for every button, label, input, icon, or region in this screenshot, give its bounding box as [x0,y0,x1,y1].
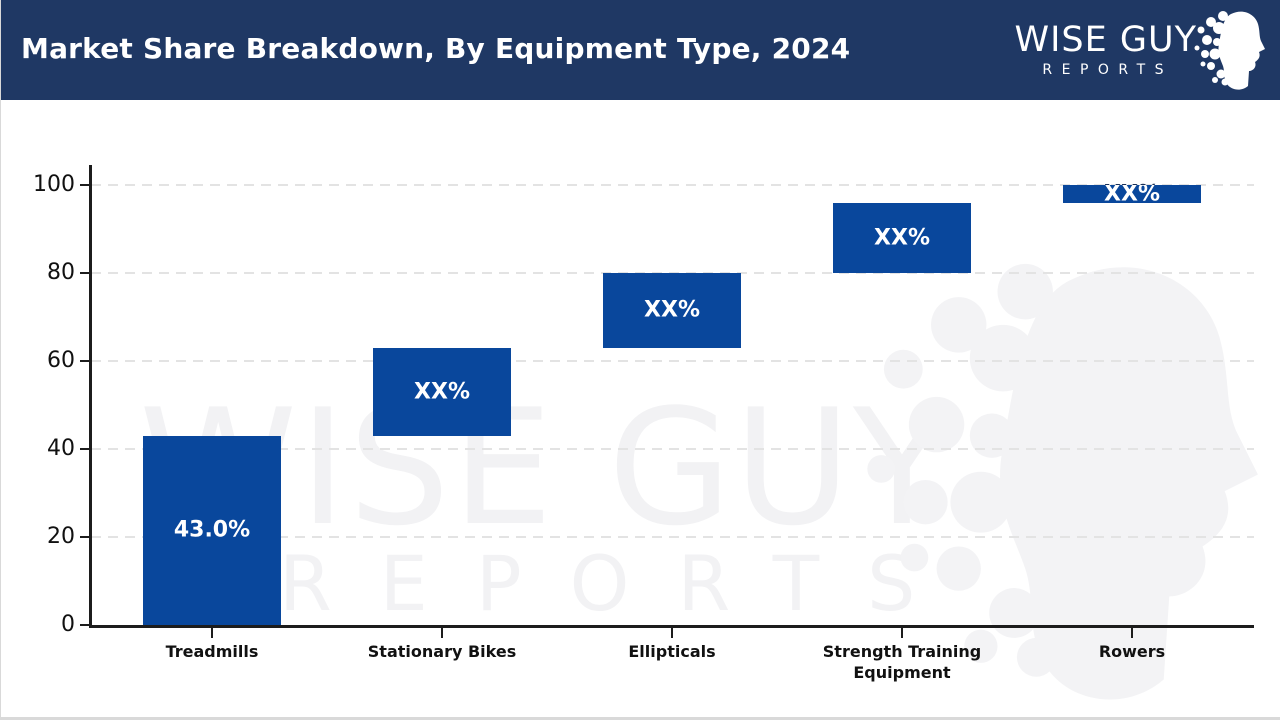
x-label-stationary-bikes: Stationary Bikes [367,642,517,661]
bar-label: XX% [874,225,930,251]
x-label-ellipticals: Ellipticals [628,642,716,661]
y-tick-40 [80,448,89,450]
y-tick-label-60: 60 [47,348,75,373]
wise-guy-reports-logo: WISE GUY REPORTS [1014,8,1267,92]
gridline-60 [91,360,1254,362]
watermark-head-icon [867,263,1258,700]
watermark-subtitle: REPORTS [279,539,964,628]
gridline-20 [91,536,1254,538]
bar-strength-training-equipment: XX% [833,202,971,273]
bar-label: XX% [644,297,700,323]
x-tick-strength-training-equipment [901,628,903,638]
x-tick-treadmills [211,628,213,638]
y-tick-label-100: 100 [33,172,75,197]
gridline-40 [91,448,1254,450]
y-axis-spine [89,165,92,628]
y-tick-80 [80,272,89,274]
y-tick-20 [80,536,89,538]
y-tick-60 [80,360,89,362]
bar-ellipticals: XX% [603,273,741,348]
y-tick-label-20: 20 [47,524,75,549]
x-label-rowers: Rowers [1098,642,1166,661]
y-tick-0 [80,624,89,626]
bar-label: 43.0% [173,517,251,543]
y-tick-label-0: 0 [61,612,75,637]
x-axis-spine [89,625,1254,628]
bar-fill: XX% [1063,185,1201,203]
logo-wordmark: WISE GUY [1014,20,1197,60]
bar-rowers: XX%XX% [1063,181,1201,206]
bar-label: XX% [414,379,470,405]
plot-area: 0 20 40 60 80 100 43.0% Treadmills XX% Stationary… [1,100,1280,717]
x-label-strength-training-equipment: Strength Training Equipment [822,642,982,682]
bar-treadmills: 43.0% [143,435,281,625]
bar-stationary-bikes: XX% [373,347,511,436]
bar-label-inside: XX% [1104,185,1160,203]
gridline-100 [91,184,1254,186]
chart-canvas: WISE GUY REPORTS 0 20 40 60 80 100 43.0% Treadm… [1,100,1280,720]
logo-text: WISE GUY REPORTS [1014,20,1197,78]
x-tick-ellipticals [671,628,673,638]
x-tick-rowers [1131,628,1133,638]
x-tick-stationary-bikes [441,628,443,638]
dotted-head-icon [1194,11,1265,90]
y-tick-label-40: 40 [47,436,75,461]
y-tick-100 [80,184,89,186]
header-bar: Market Share Breakdown, By Equipment Typ… [1,0,1280,100]
x-label-treadmills: Treadmills [165,642,259,661]
y-tick-label-80: 80 [47,260,75,285]
logo-subtitle: REPORTS [1042,62,1174,78]
page-title: Market Share Breakdown, By Equipment Typ… [21,31,851,65]
